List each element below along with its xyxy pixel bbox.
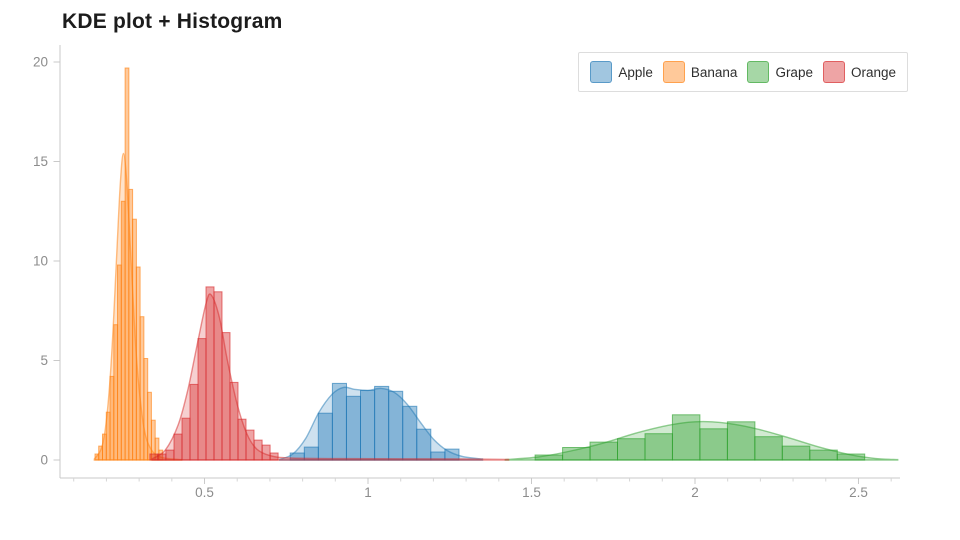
legend-swatch-grape — [747, 61, 770, 83]
legend: Apple Banana Grape Orange — [578, 52, 908, 92]
chart-title: KDE plot + Histogram — [62, 10, 283, 33]
grape-bar — [644, 433, 673, 461]
x-tick-label: 0.5 — [195, 485, 214, 500]
legend-label: Apple — [618, 64, 653, 80]
legend-swatch-apple — [590, 61, 613, 83]
y-tick-label: 15 — [33, 154, 48, 169]
x-tick-label: 1.5 — [522, 485, 541, 500]
y-tick-label: 5 — [40, 353, 48, 368]
legend-label: Orange — [850, 64, 896, 80]
legend-item-banana[interactable]: Banana — [662, 61, 738, 83]
legend-label: Grape — [775, 64, 813, 80]
x-tick-label: 2 — [691, 485, 699, 500]
legend-item-apple[interactable]: Apple — [590, 61, 653, 83]
grape-kde-curve — [504, 420, 899, 461]
legend-swatch-orange — [822, 61, 845, 83]
grape-bar — [699, 428, 728, 461]
legend-item-grape[interactable]: Grape — [747, 61, 813, 83]
y-tick-label: 0 — [40, 453, 48, 468]
y-tick-label: 20 — [33, 55, 48, 70]
banana-kde-curve — [93, 152, 183, 461]
axes: 0.5 1 1.5 2 2.5 0 5 10 15 20 — [33, 45, 900, 500]
orange-histogram — [149, 286, 279, 461]
banana-kde — [93, 152, 183, 461]
x-tick-label: 1 — [364, 485, 372, 500]
legend-swatch-banana — [662, 61, 685, 83]
x-tick-label: 2.5 — [849, 485, 868, 500]
y-tick-label: 10 — [33, 254, 48, 269]
apple-kde-curve — [279, 386, 484, 461]
apple-kde — [279, 386, 484, 461]
legend-item-orange[interactable]: Orange — [822, 61, 896, 83]
grape-kde — [504, 420, 899, 461]
apple-histogram — [289, 382, 460, 461]
banana-histogram — [94, 67, 164, 461]
orange-kde — [151, 293, 510, 461]
orange-kde-curve — [151, 293, 510, 461]
legend-label: Banana — [690, 64, 738, 80]
